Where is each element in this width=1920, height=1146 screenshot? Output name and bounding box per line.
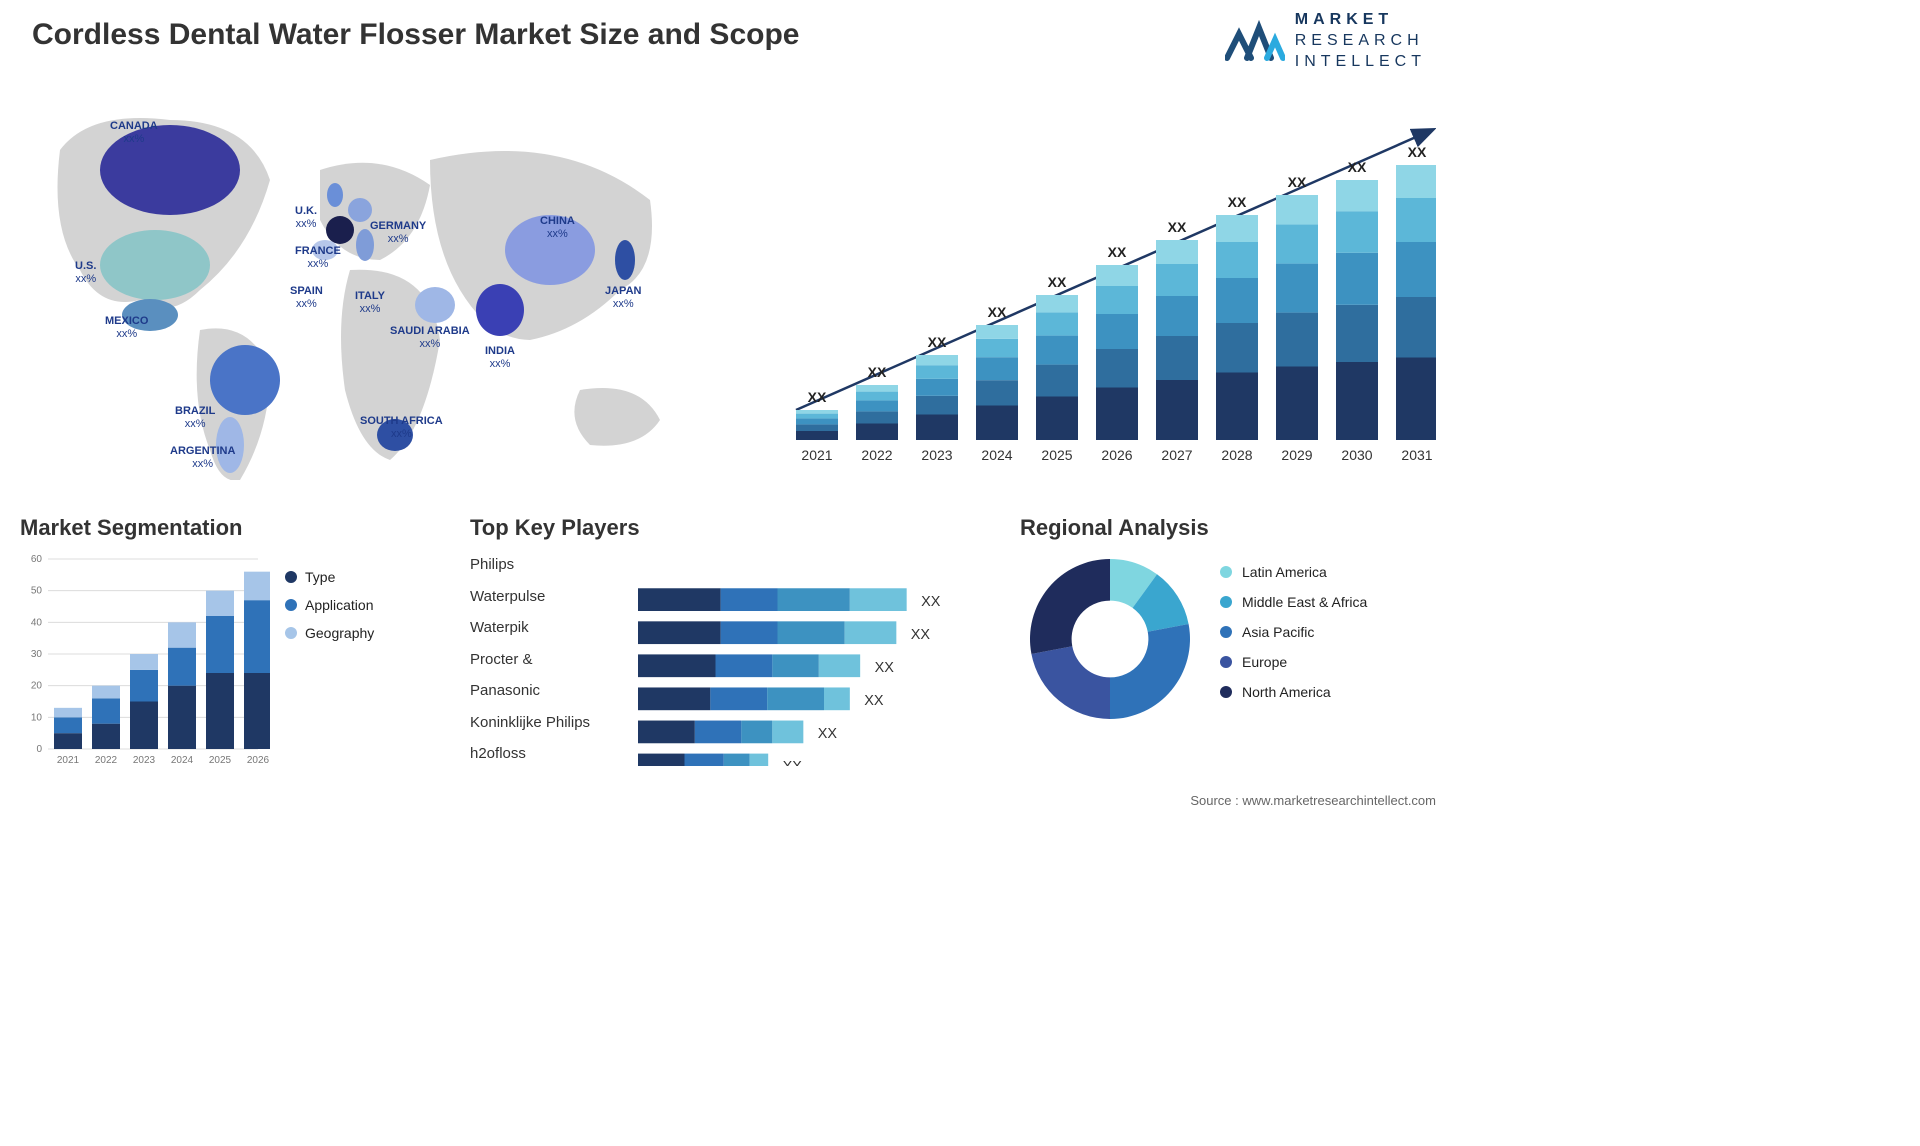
svg-text:2024: 2024 (171, 755, 194, 766)
svg-text:XX: XX (1048, 274, 1067, 290)
svg-text:2031: 2031 (1401, 447, 1432, 463)
player-name: Procter & (470, 644, 620, 676)
player-name: Waterpik (470, 612, 620, 644)
map-country-label: FRANCExx% (295, 245, 341, 271)
svg-text:2030: 2030 (1341, 447, 1372, 463)
players-name-list: PhilipsWaterpulseWaterpikProcter &Panaso… (470, 549, 620, 771)
player-name: Waterpulse (470, 581, 620, 613)
svg-text:2026: 2026 (247, 755, 270, 766)
legend-item: Geography (285, 625, 374, 641)
svg-text:XX: XX (988, 304, 1007, 320)
svg-text:2029: 2029 (1281, 447, 1312, 463)
svg-text:2028: 2028 (1221, 447, 1252, 463)
map-country-label: CHINAxx% (540, 215, 575, 241)
players-chart: XX XX XX XX XX XX (638, 549, 1010, 771)
svg-text:2025: 2025 (209, 755, 232, 766)
legend-item: North America (1220, 684, 1367, 700)
map-country-label: U.K.xx% (295, 205, 317, 231)
legend-item: Latin America (1220, 564, 1367, 580)
legend-item: Type (285, 569, 374, 585)
svg-text:2022: 2022 (861, 447, 892, 463)
svg-text:XX: XX (921, 594, 941, 610)
svg-text:XX: XX (868, 364, 887, 380)
svg-text:2027: 2027 (1161, 447, 1192, 463)
svg-text:2026: 2026 (1101, 447, 1132, 463)
svg-text:XX: XX (808, 389, 827, 405)
segmentation-legend: Type Application Geography (285, 569, 374, 653)
regional-title: Regional Analysis (1020, 515, 1440, 541)
player-name: Philips (470, 549, 620, 581)
map-country-label: SOUTH AFRICAxx% (360, 415, 443, 441)
map-country-label: INDIAxx% (485, 345, 515, 371)
players-title: Top Key Players (470, 515, 1010, 541)
svg-text:XX: XX (1228, 194, 1247, 210)
svg-text:XX: XX (1168, 219, 1187, 235)
svg-text:2025: 2025 (1041, 447, 1072, 463)
logo-mark-icon (1225, 16, 1285, 66)
player-name: Panasonic (470, 675, 620, 707)
map-country-label: U.S.xx% (75, 260, 96, 286)
regional-legend: Latin America Middle East & Africa Asia Pa… (1220, 564, 1367, 714)
regional-donut (1020, 549, 1200, 729)
regional-section: Regional Analysis Latin America Middle Ea… (1020, 515, 1440, 729)
svg-text:50: 50 (31, 586, 43, 597)
page-title: Cordless Dental Water Flosser Market Siz… (32, 18, 799, 52)
svg-text:XX: XX (1348, 159, 1367, 175)
map-country-label: CANADAxx% (110, 120, 158, 146)
segmentation-section: Market Segmentation 0 10 20 30 40 50 60 2021 202… (20, 515, 440, 779)
logo-text-3: INTELLECT (1295, 52, 1426, 73)
svg-text:2022: 2022 (95, 755, 118, 766)
svg-text:XX: XX (875, 660, 895, 676)
map-country-label: ARGENTINAxx% (170, 445, 235, 471)
map-country-label: ITALYxx% (355, 290, 385, 316)
world-map: CANADAxx% U.S.xx% MEXICOxx% BRAZILxx% ARGENT… (20, 90, 700, 480)
svg-text:XX: XX (783, 759, 803, 766)
legend-item: Asia Pacific (1220, 624, 1367, 640)
logo-text-2: RESEARCH (1295, 31, 1426, 52)
map-country-label: SAUDI ARABIAxx% (390, 325, 470, 351)
legend-item: Europe (1220, 654, 1367, 670)
svg-text:2021: 2021 (801, 447, 832, 463)
svg-text:30: 30 (31, 649, 43, 660)
svg-text:XX: XX (818, 726, 838, 742)
svg-text:2023: 2023 (921, 447, 952, 463)
segmentation-title: Market Segmentation (20, 515, 440, 541)
svg-text:XX: XX (1408, 144, 1427, 160)
map-country-label: JAPANxx% (605, 285, 641, 311)
segmentation-chart: 0 10 20 30 40 50 60 2021 2022 2023 2024 2025 2026 (20, 549, 270, 779)
map-country-label: GERMANYxx% (370, 220, 426, 246)
legend-item: Middle East & Africa (1220, 594, 1367, 610)
player-name: h2ofloss (470, 738, 620, 770)
players-section: Top Key Players PhilipsWaterpulseWaterpi… (470, 515, 1010, 771)
svg-text:2021: 2021 (57, 755, 80, 766)
svg-text:0: 0 (36, 744, 42, 755)
svg-text:20: 20 (31, 681, 43, 692)
svg-text:XX: XX (928, 334, 947, 350)
logo-text-1: MARKET (1295, 10, 1426, 31)
svg-text:60: 60 (31, 554, 43, 565)
svg-text:2024: 2024 (981, 447, 1012, 463)
map-country-label: SPAINxx% (290, 285, 323, 311)
legend-item: Application (285, 597, 374, 613)
player-name: Koninklijke Philips (470, 707, 620, 739)
growth-chart: XX 2021 XX 2022 XX 2023 XX 2024 XX 2025 XX 2026 XX 20… (756, 100, 1436, 480)
svg-text:XX: XX (911, 627, 931, 643)
svg-text:10: 10 (31, 712, 43, 723)
source-attribution: Source : www.marketresearchintellect.com (1190, 793, 1436, 808)
svg-text:40: 40 (31, 617, 43, 628)
map-country-label: BRAZILxx% (175, 405, 215, 431)
svg-text:2023: 2023 (133, 755, 156, 766)
map-country-label: MEXICOxx% (105, 315, 148, 341)
brand-logo: MARKET RESEARCH INTELLECT (1225, 10, 1426, 72)
svg-text:XX: XX (864, 693, 884, 709)
svg-text:XX: XX (1288, 174, 1307, 190)
svg-text:XX: XX (1108, 244, 1127, 260)
